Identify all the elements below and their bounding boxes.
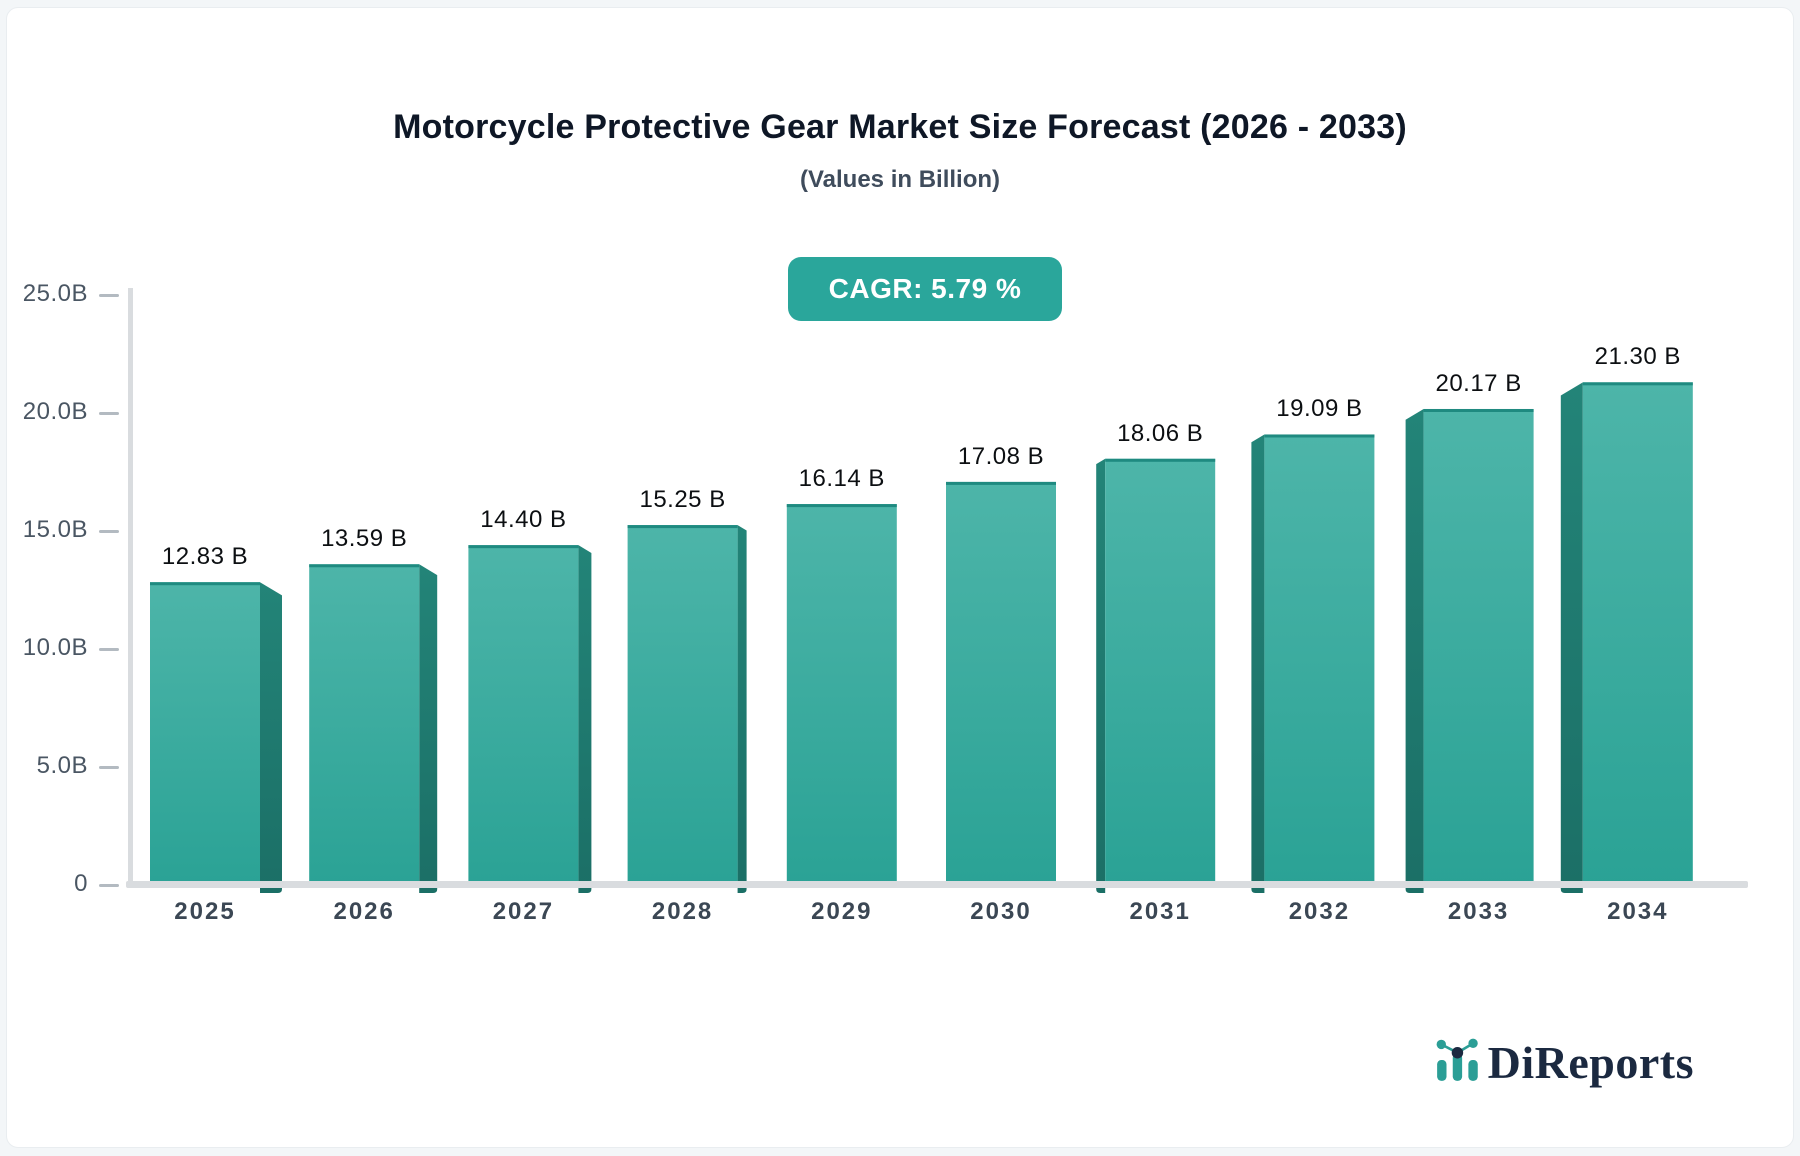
bar-side-2033 (1405, 408, 1424, 893)
bar-top-edge-2026 (309, 564, 420, 568)
bar-top-edge-2033 (1423, 408, 1534, 412)
bar-2026[interactable] (309, 564, 420, 888)
x-axis-line (126, 881, 1748, 888)
bar-2030[interactable] (946, 481, 1056, 888)
bar-top-edge-2025 (150, 582, 260, 586)
y-axis-line (128, 288, 133, 885)
cagr-badge-label: CAGR: 5.79 % (828, 273, 1022, 304)
bar-top-edge-2028 (627, 525, 738, 529)
bar-top-edge-2032 (1264, 434, 1375, 438)
bar-side-2026 (419, 564, 438, 893)
bar-side-2031 (1096, 458, 1106, 893)
bar-2028[interactable] (627, 525, 738, 888)
bar-side-2032 (1251, 434, 1265, 893)
bar-2029[interactable] (786, 504, 897, 888)
bar-2031[interactable] (1105, 458, 1216, 888)
bar-top-edge-2030 (946, 481, 1056, 485)
logo-text: DiReports (1487, 1037, 1694, 1088)
bar-side-2034 (1560, 382, 1583, 893)
bar-2032[interactable] (1264, 434, 1375, 888)
bar-top-edge-2034 (1582, 382, 1693, 386)
bar-chart-logo-icon (1436, 1038, 1478, 1081)
bar-2027[interactable] (468, 545, 579, 888)
bar-2025[interactable] (150, 582, 260, 888)
direports-logo: DiReports (1434, 1028, 1694, 1086)
page-subtitle: (Values in Billion) (799, 166, 1001, 193)
bar-side-2025 (260, 582, 282, 893)
page-title: Motorcycle Protective Gear Market Size F… (393, 108, 1407, 146)
bar-top-edge-2027 (468, 545, 579, 549)
bar-side-2027 (578, 545, 592, 893)
cagr-badge: CAGR: 5.79 % (788, 257, 1062, 321)
bar-top-edge-2031 (1105, 458, 1216, 462)
bar-side-2028 (737, 525, 747, 893)
bar-top-edge-2029 (786, 504, 897, 508)
bar-2034[interactable] (1582, 382, 1693, 888)
bar-2033[interactable] (1423, 408, 1534, 888)
